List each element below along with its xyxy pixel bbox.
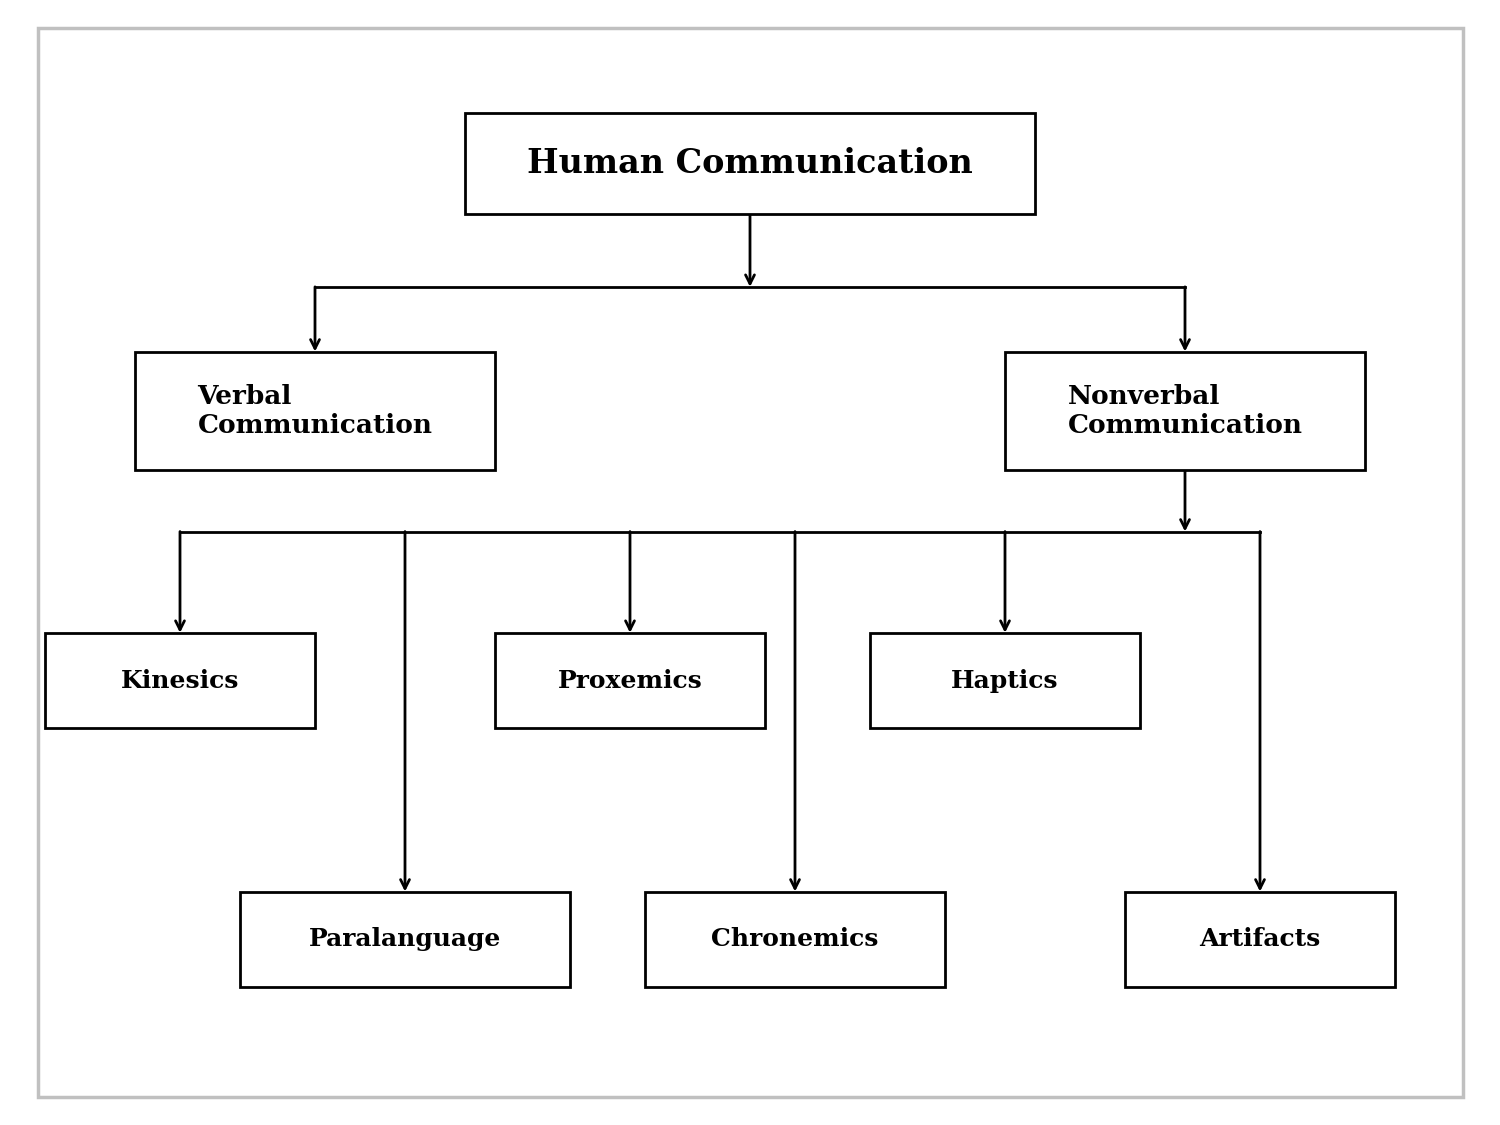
Text: Chronemics: Chronemics: [711, 927, 879, 952]
Bar: [465, 112, 1035, 214]
Text: Kinesics: Kinesics: [122, 668, 238, 693]
Bar: [870, 632, 1140, 729]
Text: Paralanguage: Paralanguage: [309, 927, 501, 952]
Bar: [45, 632, 315, 729]
Bar: [135, 351, 495, 470]
Text: Artifacts: Artifacts: [1200, 927, 1320, 952]
Bar: [645, 891, 945, 988]
Bar: [1005, 351, 1365, 470]
Text: Proxemics: Proxemics: [558, 668, 702, 693]
Text: Nonverbal
Communication: Nonverbal Communication: [1068, 384, 1302, 438]
Bar: [495, 632, 765, 729]
Text: Human Communication: Human Communication: [526, 146, 974, 180]
Text: Verbal
Communication: Verbal Communication: [198, 384, 432, 438]
Text: Haptics: Haptics: [951, 668, 1059, 693]
Bar: [1125, 891, 1395, 988]
Bar: [240, 891, 570, 988]
